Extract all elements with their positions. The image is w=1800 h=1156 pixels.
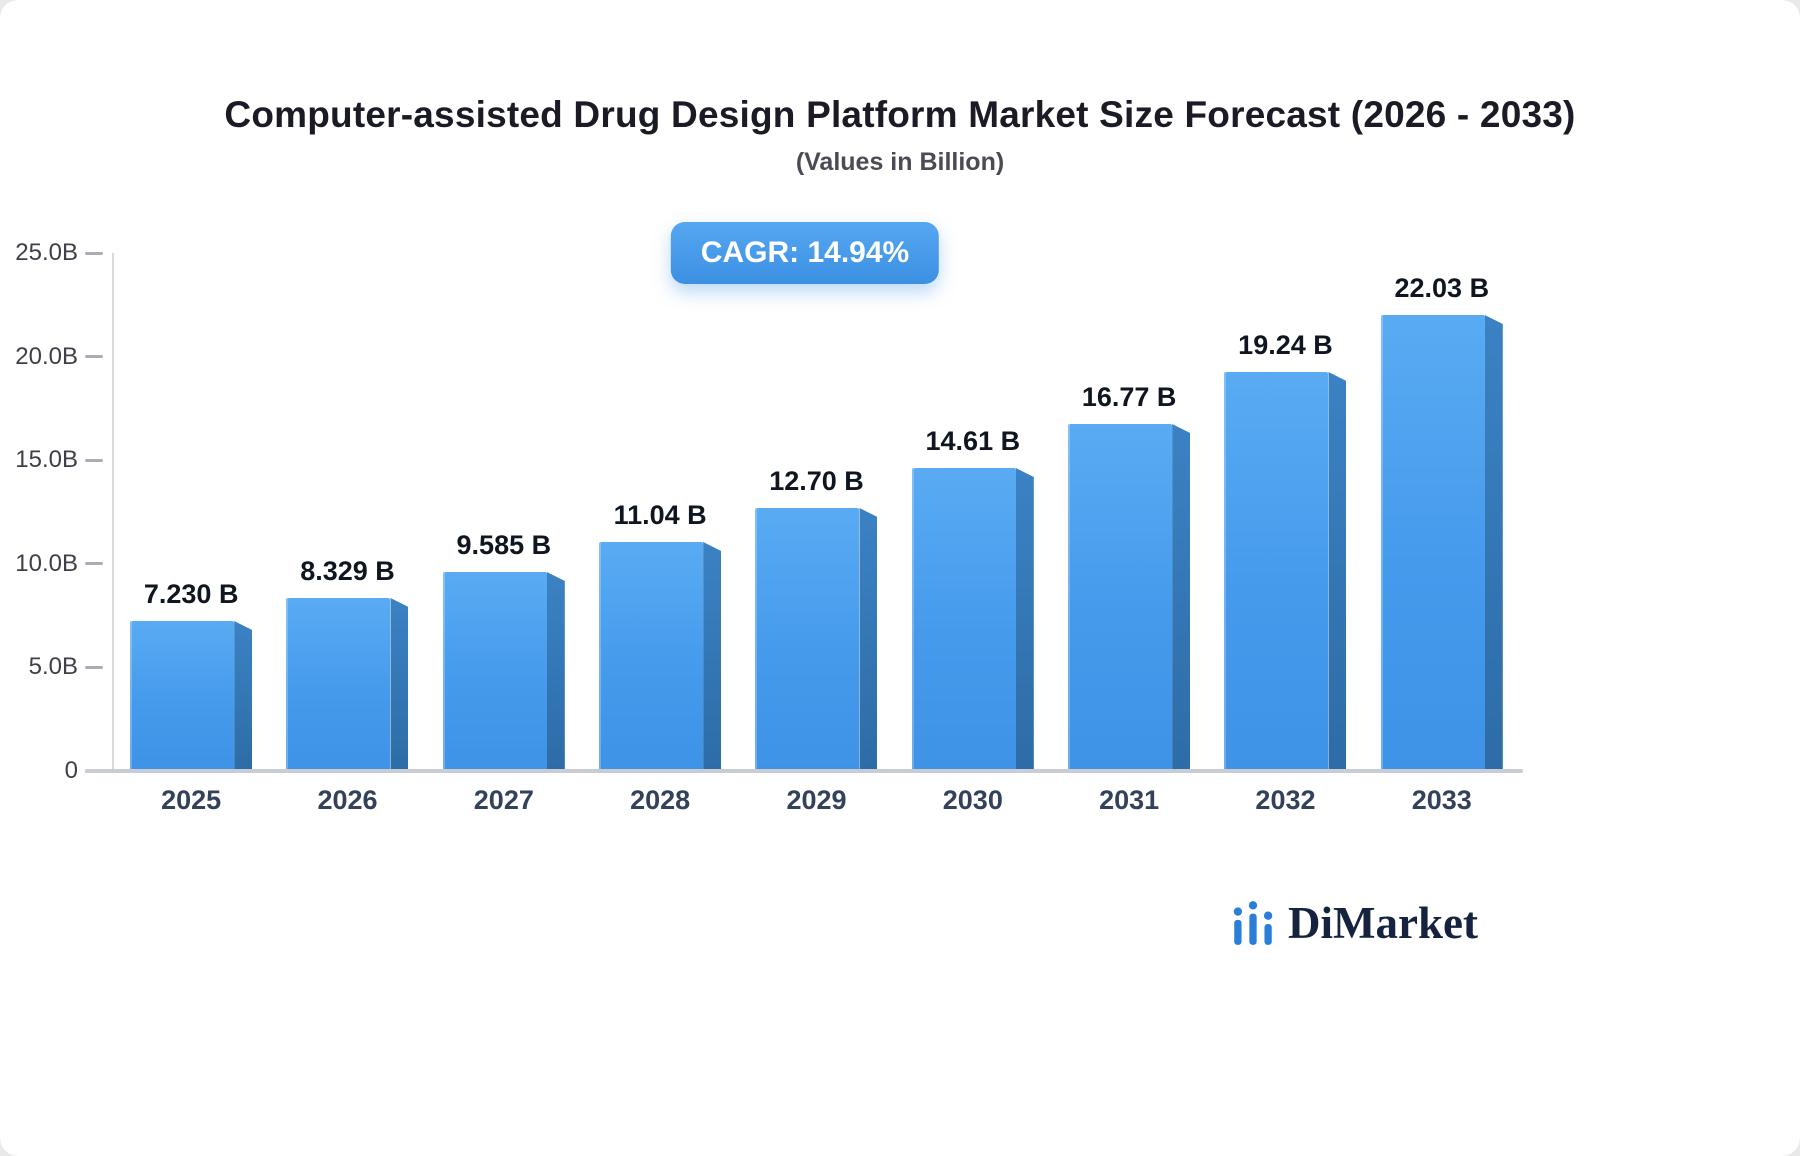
bar-side-shadow bbox=[1328, 372, 1347, 771]
bar-column-2031: 16.77 B bbox=[1051, 253, 1207, 771]
cagr-badge: CAGR: 14.94% bbox=[670, 222, 940, 284]
bar-column-2026: 8.329 B bbox=[269, 253, 425, 771]
bar[interactable] bbox=[755, 508, 878, 771]
y-axis-tick bbox=[85, 562, 103, 566]
y-axis-tick bbox=[85, 355, 103, 359]
y-axis-label: 15.0B bbox=[15, 446, 78, 474]
bar-side-shadow bbox=[546, 572, 565, 771]
y-axis-tick bbox=[85, 458, 103, 462]
chart-subtitle: (Values in Billion) bbox=[795, 148, 1005, 176]
bar-face bbox=[442, 572, 547, 771]
bar-value-label: 11.04 B bbox=[613, 500, 707, 530]
bar[interactable] bbox=[130, 621, 253, 771]
bar-face bbox=[130, 621, 235, 771]
bar-chart-dots-icon bbox=[1228, 898, 1278, 948]
brand-logo: DiMarket bbox=[1228, 898, 1478, 948]
y-axis-label: 25.0B bbox=[15, 239, 78, 266]
bar-face bbox=[1224, 372, 1329, 771]
bar-side-shadow bbox=[1015, 468, 1034, 771]
bar-face bbox=[1380, 315, 1485, 771]
y-axis-label: 20.0B bbox=[15, 342, 78, 370]
bar-column-2025: 7.230 B bbox=[113, 253, 269, 771]
x-axis-label: 2027 bbox=[473, 785, 534, 815]
bar-face bbox=[599, 542, 704, 771]
bar[interactable] bbox=[442, 572, 565, 771]
bar[interactable] bbox=[1068, 424, 1191, 771]
bar-side-shadow bbox=[234, 621, 253, 771]
bar-value-label: 16.77 B bbox=[1081, 382, 1177, 412]
bar-column-2027: 9.585 B bbox=[426, 253, 582, 771]
bar-column-2030: 14.61 B bbox=[895, 253, 1051, 771]
bar-face bbox=[755, 508, 860, 771]
plot-area: 7.230 B 8.329 B 9.585 B 11.04 B 12.70 B 14.61… bbox=[113, 253, 1520, 771]
y-axis-label: 5.0B bbox=[28, 653, 78, 681]
bar-value-label: 19.24 B bbox=[1238, 330, 1333, 360]
x-axis-label: 2026 bbox=[317, 785, 378, 815]
bar[interactable] bbox=[599, 542, 722, 771]
bar-value-label: 8.329 B bbox=[300, 556, 395, 586]
bar-side-shadow bbox=[1484, 315, 1503, 771]
bar-value-label: 14.61 B bbox=[925, 426, 1021, 456]
bar-face bbox=[911, 468, 1016, 771]
y-axis-label: 0 bbox=[64, 757, 78, 784]
bar-column-2032: 19.24 B bbox=[1207, 253, 1363, 771]
x-axis: 2025 2026 2027 2028 2029 2030 2031 2032 2033 bbox=[113, 785, 1520, 816]
brand-name: DiMarket bbox=[1288, 897, 1478, 948]
bar-side-shadow bbox=[390, 598, 409, 771]
bar-face bbox=[286, 598, 391, 771]
bar[interactable] bbox=[911, 468, 1034, 771]
x-axis-label: 2031 bbox=[1099, 785, 1160, 815]
x-axis-label: 2025 bbox=[161, 785, 222, 815]
bar-value-label: 9.585 B bbox=[456, 530, 552, 560]
y-axis-tick bbox=[85, 665, 103, 669]
y-axis-line bbox=[112, 253, 114, 771]
bar-face bbox=[1068, 424, 1173, 771]
bar-value-label: 7.230 B bbox=[143, 579, 239, 609]
x-axis-line bbox=[85, 769, 1523, 773]
bar[interactable] bbox=[286, 598, 409, 771]
bar-side-shadow bbox=[703, 542, 722, 771]
x-axis-label: 2030 bbox=[942, 785, 1003, 815]
bar-value-label: 22.03 B bbox=[1394, 273, 1490, 303]
x-axis-label: 2029 bbox=[786, 785, 847, 815]
x-axis-label: 2028 bbox=[630, 785, 691, 815]
x-axis-label: 2032 bbox=[1255, 785, 1316, 815]
y-axis: 0 5.0B 10.0B 15.0B 20.0B 25.0B bbox=[0, 239, 113, 784]
x-axis-label: 2033 bbox=[1411, 785, 1472, 815]
bar-column-2028: 11.04 B bbox=[582, 253, 738, 771]
bar-column-2033: 22.03 B bbox=[1364, 253, 1520, 771]
y-axis-tick bbox=[85, 251, 103, 255]
chart-title: Computer-assisted Drug Design Platform M… bbox=[224, 94, 1576, 135]
bar[interactable] bbox=[1380, 315, 1503, 771]
bar[interactable] bbox=[1224, 372, 1347, 771]
bar-value-label: 12.70 B bbox=[769, 466, 864, 496]
bar-side-shadow bbox=[1172, 424, 1191, 771]
y-axis-label: 10.0B bbox=[15, 549, 78, 577]
bar-side-shadow bbox=[859, 508, 878, 771]
bar-column-2029: 12.70 B bbox=[738, 253, 894, 771]
